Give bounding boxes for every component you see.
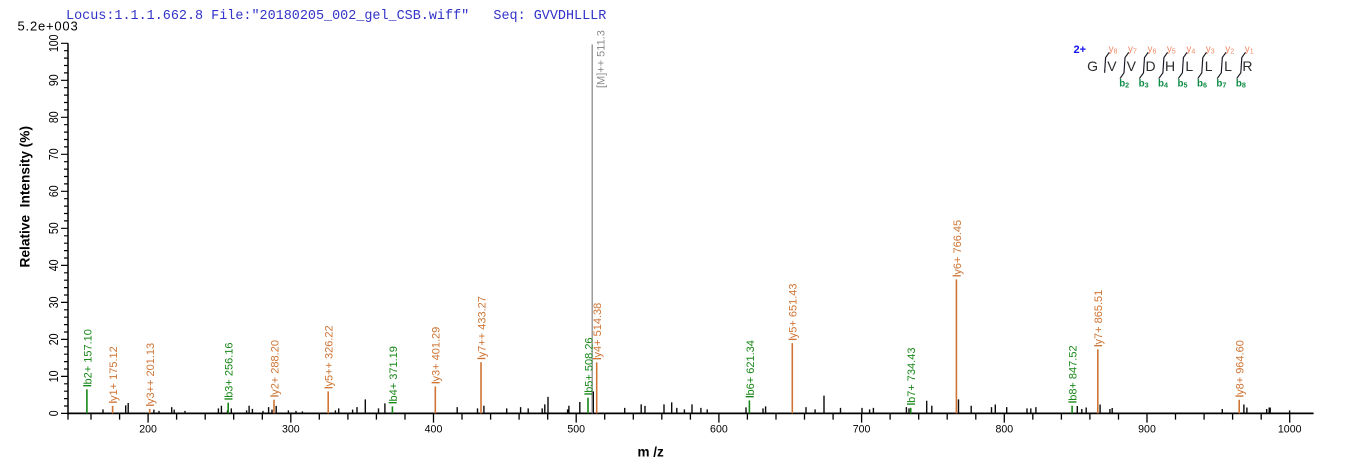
svg-text:y6+ 766.45: y6+ 766.45 (952, 220, 964, 275)
svg-text:40: 40 (46, 260, 61, 272)
svg-text:[M]++ 511.3: [M]++ 511.3 (596, 30, 608, 88)
svg-text:y4+ 514.38: y4+ 514.38 (592, 303, 604, 358)
svg-text:L: L (1185, 58, 1193, 74)
svg-text:b6+ 621.34: b6+ 621.34 (745, 340, 757, 395)
svg-text:100: 100 (46, 35, 61, 53)
svg-text:y2: y2 (1225, 44, 1234, 55)
svg-text:L: L (1224, 58, 1232, 74)
svg-text:200: 200 (139, 424, 157, 436)
svg-text:b2+ 157.10: b2+ 157.10 (82, 329, 94, 384)
svg-text:L: L (1205, 58, 1213, 74)
svg-text:300: 300 (282, 424, 300, 436)
svg-text:b3+ 256.16: b3+ 256.16 (224, 342, 236, 397)
svg-text:50: 50 (46, 222, 61, 234)
svg-text:y1: y1 (1245, 44, 1254, 55)
svg-text:y8+ 964.60: y8+ 964.60 (1235, 340, 1247, 395)
svg-text:70: 70 (46, 148, 61, 160)
svg-text:Locus:1.1.1.662.8 File:"201802: Locus:1.1.1.662.8 File:"20180205_002_gel… (66, 9, 606, 24)
svg-text:b3: b3 (1139, 78, 1149, 89)
svg-text:b5: b5 (1178, 78, 1188, 89)
svg-text:b4: b4 (1158, 78, 1168, 89)
svg-text:H: H (1165, 58, 1175, 74)
svg-text:y8: y8 (1109, 44, 1118, 55)
svg-text:900: 900 (1138, 424, 1156, 436)
svg-text:b2: b2 (1119, 78, 1129, 89)
svg-text:0: 0 (46, 411, 61, 417)
svg-text:80: 80 (46, 111, 61, 123)
svg-text:V: V (1107, 58, 1117, 74)
svg-text:D: D (1146, 58, 1156, 74)
svg-text:y1+ 175.12: y1+ 175.12 (108, 346, 120, 401)
svg-text:800: 800 (995, 424, 1013, 436)
svg-text:y6: y6 (1148, 44, 1157, 55)
svg-text:y5+ 651.43: y5+ 651.43 (788, 283, 800, 338)
svg-text:y2+ 288.20: y2+ 288.20 (269, 340, 281, 395)
svg-text:y7: y7 (1128, 44, 1137, 55)
svg-text:Relative Intensity (%): Relative Intensity (%) (18, 126, 33, 267)
svg-text:20: 20 (46, 334, 61, 346)
svg-text:1000: 1000 (1278, 424, 1302, 436)
svg-text:60: 60 (46, 185, 61, 197)
svg-text:700: 700 (853, 424, 871, 436)
svg-text:V: V (1127, 58, 1137, 74)
svg-text:R: R (1242, 58, 1252, 74)
svg-text:b4+ 371.19: b4+ 371.19 (388, 346, 400, 401)
svg-text:G: G (1087, 58, 1098, 74)
svg-text:y5: y5 (1167, 44, 1176, 55)
svg-text:10: 10 (46, 371, 61, 383)
svg-text:600: 600 (710, 424, 728, 436)
svg-text:5.2e+003: 5.2e+003 (18, 18, 79, 33)
svg-text:m /z: m /z (638, 445, 665, 460)
svg-text:b5+ 508.26: b5+ 508.26 (583, 337, 595, 392)
svg-text:90: 90 (46, 74, 61, 86)
svg-text:y7+ 865.51: y7+ 865.51 (1093, 290, 1105, 345)
svg-text:y3+ 401.29: y3+ 401.29 (431, 327, 443, 382)
svg-text:b7: b7 (1216, 78, 1226, 89)
svg-text:y3++ 201.13: y3++ 201.13 (145, 343, 157, 404)
svg-text:b8: b8 (1236, 78, 1246, 89)
svg-text:y5++ 326.22: y5++ 326.22 (324, 325, 336, 386)
svg-text:y4: y4 (1186, 44, 1195, 55)
svg-text:b7+ 734.43: b7+ 734.43 (906, 348, 918, 403)
svg-text:y7++ 433.27: y7++ 433.27 (476, 296, 488, 357)
svg-text:b8+ 847.52: b8+ 847.52 (1068, 345, 1080, 400)
svg-text:y3: y3 (1206, 44, 1215, 55)
svg-text:2+: 2+ (1074, 44, 1087, 56)
svg-text:b6: b6 (1197, 78, 1207, 89)
svg-text:500: 500 (567, 424, 585, 436)
svg-text:30: 30 (46, 297, 61, 309)
svg-text:400: 400 (425, 424, 443, 436)
